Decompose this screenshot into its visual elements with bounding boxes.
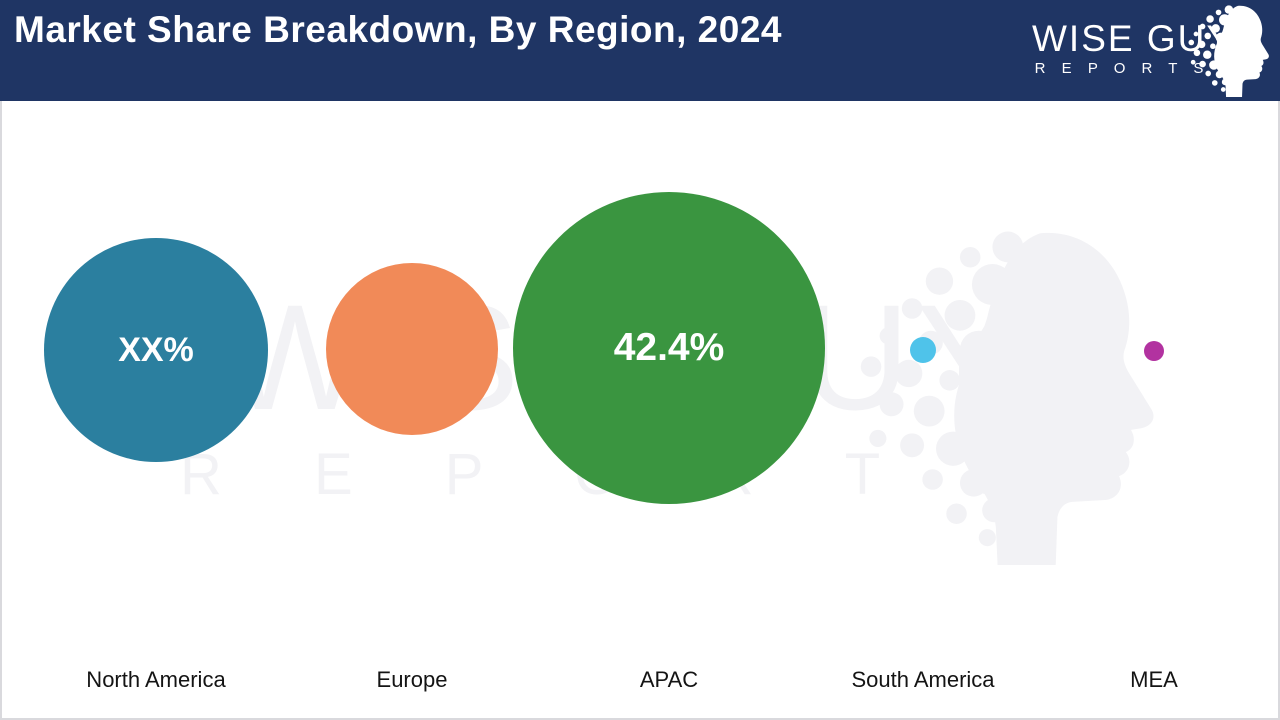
logo-subtext: R E P O R T S <box>1034 60 1210 77</box>
category-label-europe: Europe <box>376 667 448 692</box>
bubble-chart: WISE GUY R E P O R T S XX%North AmericaE… <box>0 101 1280 720</box>
category-label-apac: APAC <box>639 667 699 692</box>
bubble-north-america: XX% <box>44 238 268 462</box>
bubble-europe <box>326 263 498 435</box>
bubble-south-america <box>910 337 936 363</box>
wise-guy-logo: WISE GUY R E P O R T S <box>1032 0 1274 101</box>
bubble-mea <box>1144 341 1164 361</box>
logo-wordmark-group: WISE GUY R E P O R T S <box>1032 20 1231 78</box>
category-label-south-america: South America <box>851 667 995 692</box>
page-title: Market Share Breakdown, By Region, 2024 <box>14 9 782 50</box>
category-label-mea: MEA <box>1130 667 1178 692</box>
category-label-north-america: North America <box>86 667 226 692</box>
bubble-apac: 42.4% <box>513 192 825 504</box>
bubble-value-label-north-america: XX% <box>118 330 194 369</box>
bubble-layer: XX% North America Europe 42.4% APAC South Ame… <box>2 101 1278 718</box>
wiseguy-head-icon <box>1180 3 1274 97</box>
header-bar: Market Share Breakdown, By Region, 2024 … <box>0 0 1280 101</box>
bubble-value-label-apac: 42.4% <box>613 326 725 369</box>
